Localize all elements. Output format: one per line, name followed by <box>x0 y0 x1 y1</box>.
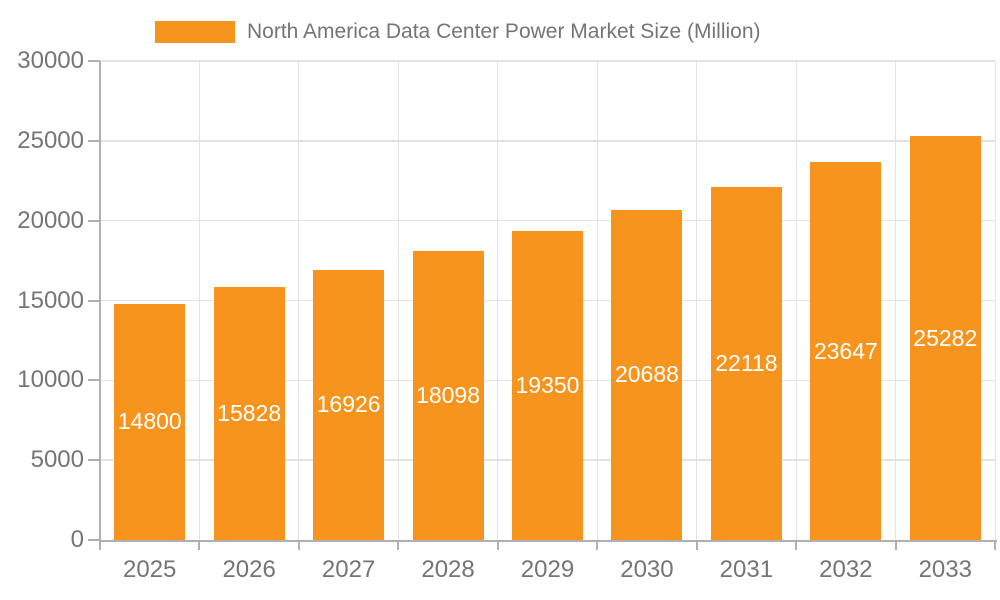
x-axis-tick <box>596 540 599 550</box>
bar-value-label: 19350 <box>515 372 580 399</box>
x-axis-tick <box>994 540 996 550</box>
x-axis-line <box>99 540 997 542</box>
x-axis-label: 2026 <box>222 556 276 583</box>
y-axis-label: 10000 <box>17 366 84 394</box>
y-axis-label: 0 <box>70 526 84 553</box>
x-axis-label: 2032 <box>819 556 873 583</box>
x-axis-tick <box>198 540 201 550</box>
gridline-horizontal <box>100 60 995 62</box>
x-axis-label: 2028 <box>421 556 475 583</box>
bar-2025[interactable]: 14800 <box>114 303 186 540</box>
gridline-vertical <box>795 61 797 540</box>
x-axis-tick <box>496 540 499 550</box>
bar-2027[interactable]: 16926 <box>313 269 385 540</box>
bar-2033[interactable]: 25282 <box>909 136 981 540</box>
legend-swatch[interactable] <box>155 21 235 43</box>
gridline-horizontal <box>100 140 995 142</box>
gridline-vertical <box>596 61 598 540</box>
bar-value-label: 18098 <box>416 382 481 409</box>
x-axis-label: 2031 <box>719 556 774 583</box>
y-axis-tick <box>88 60 100 62</box>
y-axis-label: 15000 <box>17 286 84 314</box>
gridline-vertical <box>895 61 897 540</box>
y-axis-label: 5000 <box>30 446 84 474</box>
bar-2026[interactable]: 15828 <box>213 287 285 540</box>
bar-value-label: 16926 <box>316 391 381 418</box>
y-axis-label: 25000 <box>17 126 84 154</box>
x-axis-tick <box>397 540 400 550</box>
x-axis-tick <box>695 540 698 550</box>
x-axis-label: 2033 <box>918 556 972 583</box>
legend-label: North America Data Center Power Market S… <box>247 20 761 43</box>
bar-value-label: 22118 <box>715 349 778 376</box>
gridline-horizontal <box>100 219 995 222</box>
gridline-vertical <box>696 61 698 540</box>
gridline-vertical <box>497 61 499 540</box>
y-axis-tick <box>88 539 100 541</box>
y-axis-tick <box>88 139 100 142</box>
x-axis-label: 2025 <box>123 556 177 583</box>
bar-value-label: 23647 <box>813 337 878 364</box>
y-axis-line <box>99 61 101 542</box>
bar-value-label: 25282 <box>913 324 978 351</box>
y-axis-tick <box>88 379 100 382</box>
y-axis-label: 30000 <box>17 47 84 74</box>
gridline-vertical <box>397 61 399 540</box>
x-axis-tick <box>99 540 101 550</box>
bar-value-label: 14800 <box>117 408 182 435</box>
bar-2028[interactable]: 18098 <box>412 251 484 540</box>
x-axis-label: 2029 <box>520 556 575 583</box>
bar-2030[interactable]: 20688 <box>611 209 683 540</box>
y-axis-tick <box>88 219 100 222</box>
gridline-vertical <box>198 61 200 540</box>
bar-value-label: 20688 <box>614 361 679 388</box>
y-axis-label: 20000 <box>17 206 84 234</box>
bar-2031[interactable]: 22118 <box>710 186 782 540</box>
bar-value-label: 15828 <box>217 400 282 427</box>
x-axis-tick <box>795 540 798 550</box>
gridline-vertical <box>298 61 300 540</box>
x-axis-tick <box>894 540 897 550</box>
bar-2029[interactable]: 19350 <box>512 231 583 540</box>
y-axis-tick <box>88 459 100 462</box>
bar-2032[interactable]: 23647 <box>810 162 882 540</box>
gridline-vertical <box>994 61 996 540</box>
x-axis-label: 2027 <box>321 556 376 583</box>
legend-item[interactable]: North America Data Center Power Market S… <box>155 20 761 44</box>
plot-area: 14800 15828 16926 18098 19350 20688 22118 23647… <box>100 60 996 540</box>
x-axis-label: 2030 <box>620 556 674 583</box>
x-axis-tick <box>297 540 300 550</box>
y-axis-tick <box>88 299 100 302</box>
